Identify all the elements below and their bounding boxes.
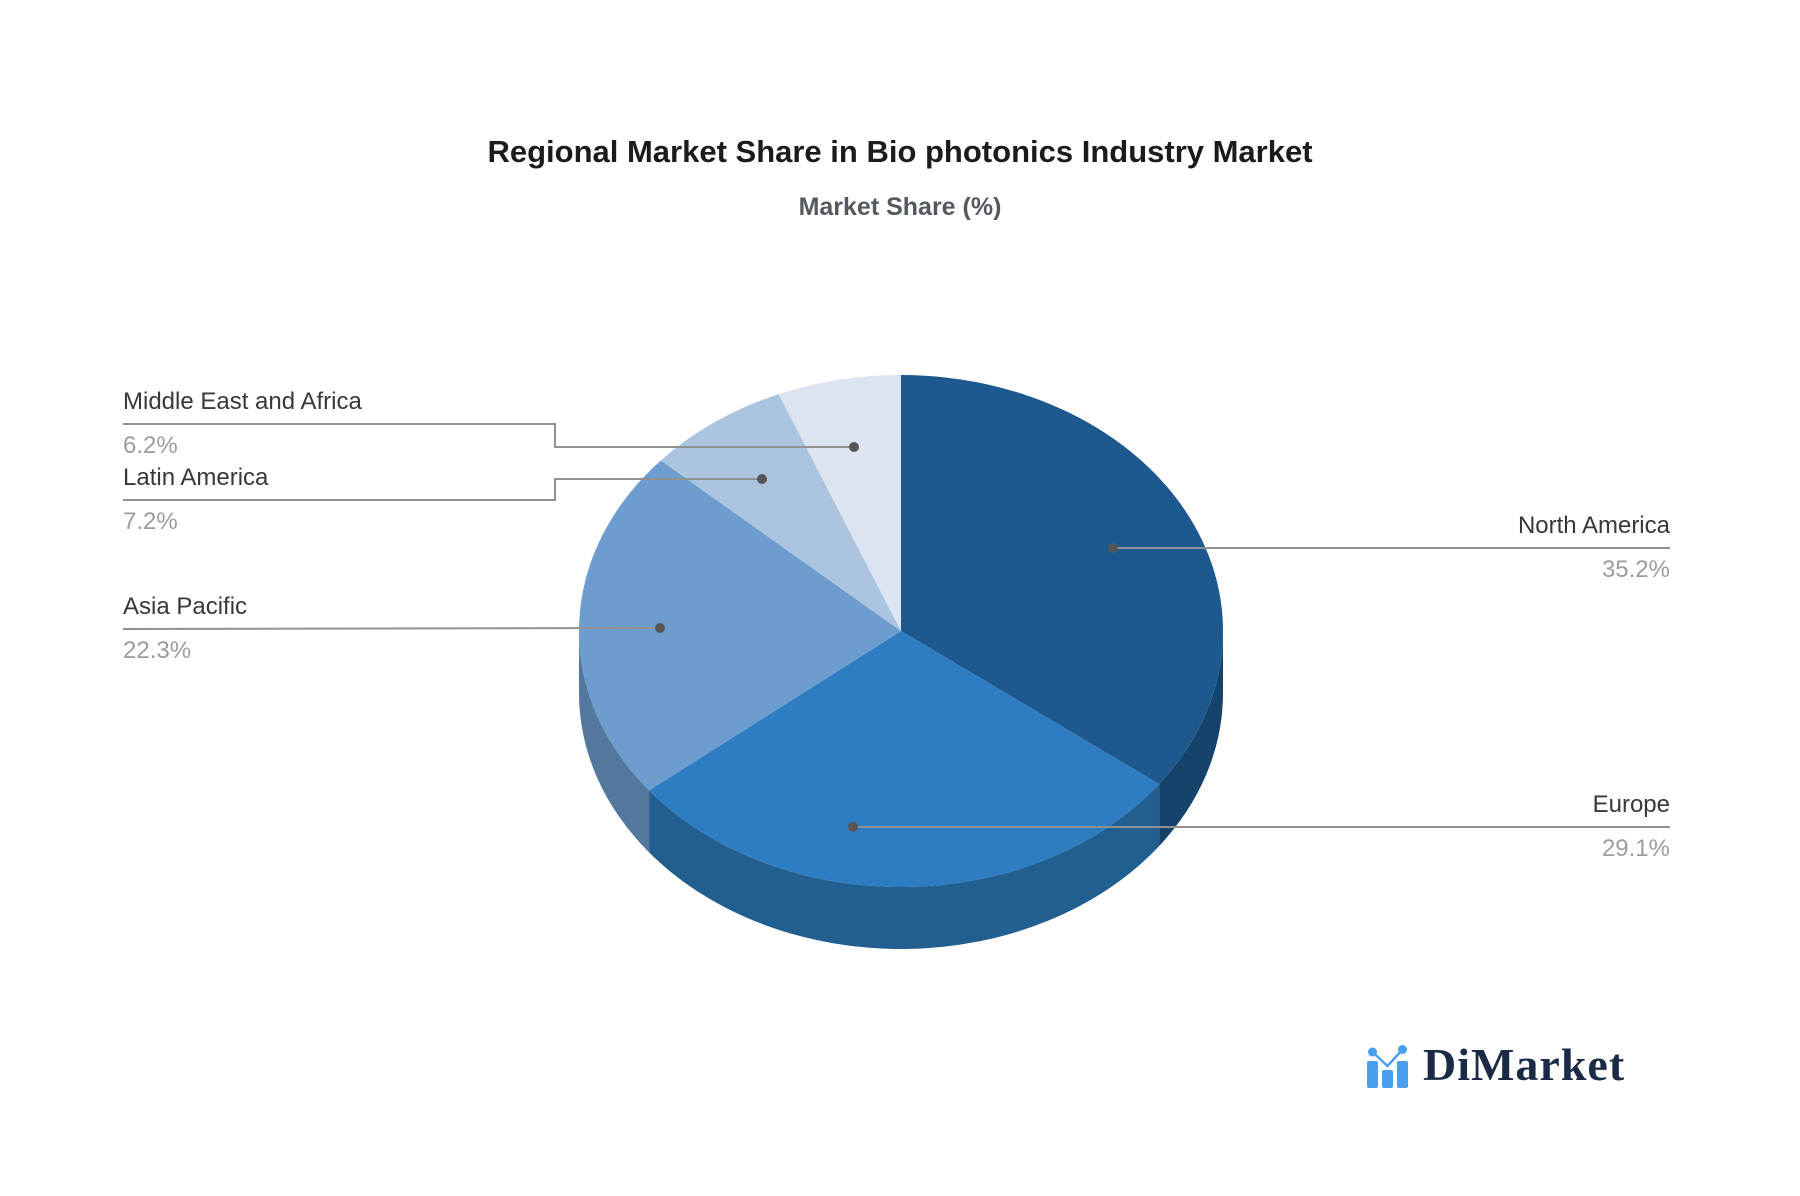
pie-value-latin-america: 7.2% bbox=[123, 508, 178, 535]
pie-slice-side-asia-pacific bbox=[579, 631, 650, 853]
connector-dot-asia-pacific bbox=[655, 623, 665, 633]
brand-logo: DiMarket bbox=[1366, 1042, 1625, 1088]
connector-dot-north-america bbox=[1108, 543, 1118, 553]
pie-label-north-america: North America bbox=[1517, 512, 1670, 539]
logo-text: DiMarket bbox=[1423, 1039, 1626, 1090]
pie-label-middle-east-and-africa: Middle East and Africa bbox=[123, 388, 362, 415]
connector-asia-pacific bbox=[122, 627, 661, 630]
connector-dot-europe bbox=[848, 822, 858, 832]
pie-slice-latin-america[interactable] bbox=[660, 394, 901, 631]
pie-slice-middle-east-and-africa[interactable] bbox=[778, 375, 901, 631]
pie-slice-side-europe bbox=[649, 784, 1160, 949]
connector-dot-middle-east-and-africa bbox=[849, 442, 859, 452]
pie-value-europe: 29.1% bbox=[1601, 835, 1670, 862]
connector-dot-latin-america bbox=[757, 474, 767, 484]
pie-value-north-america: 35.2% bbox=[1601, 556, 1670, 583]
pie-slice-side-north-america bbox=[1159, 631, 1223, 847]
connector-latin-america bbox=[123, 478, 762, 501]
connector-middle-east-and-africa bbox=[123, 423, 854, 448]
logo-bars-icon bbox=[1367, 1045, 1408, 1088]
pie-label-asia-pacific: Asia Pacific bbox=[123, 593, 248, 620]
chart-title: Regional Market Share in Bio photonics I… bbox=[487, 134, 1313, 169]
pie-label-latin-america: Latin America bbox=[123, 464, 269, 491]
chart-subtitle: Market Share (%) bbox=[798, 193, 1002, 221]
pie-slice-asia-pacific[interactable] bbox=[579, 460, 901, 791]
pie-slice-north-america[interactable] bbox=[901, 375, 1223, 785]
pie-value-asia-pacific: 22.3% bbox=[123, 637, 192, 664]
pie-slice-europe[interactable] bbox=[649, 631, 1160, 887]
pie-label-europe: Europe bbox=[1592, 791, 1670, 818]
pie-value-middle-east-and-africa: 6.2% bbox=[123, 432, 178, 459]
